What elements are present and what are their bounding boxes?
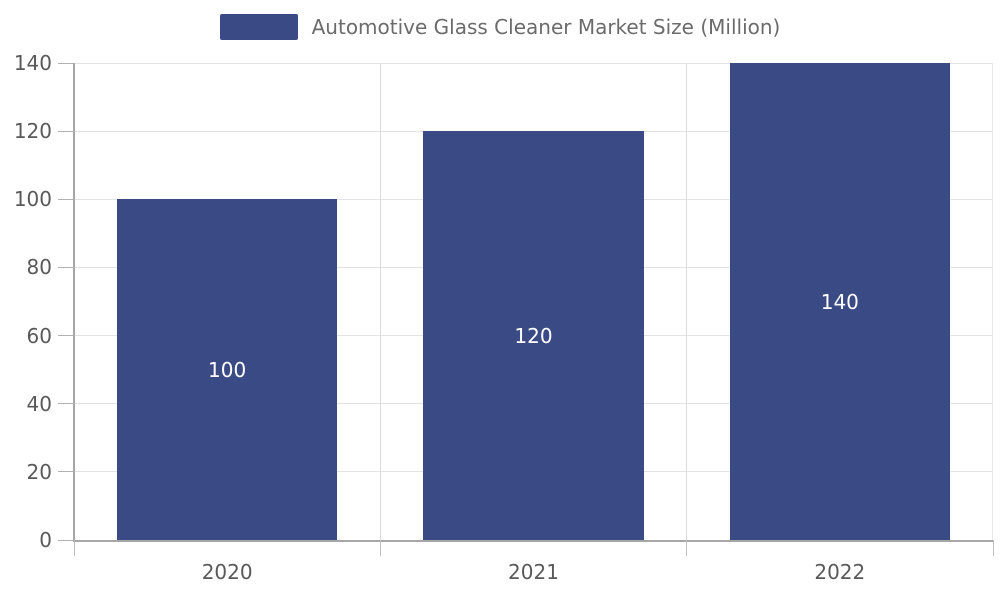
y-tick-label: 140	[13, 51, 52, 75]
y-tick-mark	[58, 471, 74, 473]
bar-2021: 120	[423, 131, 644, 540]
y-tick-mark	[58, 539, 74, 541]
x-tick-mark	[379, 540, 381, 556]
y-tick-label: 60	[26, 323, 52, 348]
y-tick-mark	[58, 335, 74, 337]
y-tick-label: 20	[26, 459, 52, 484]
legend[interactable]: Automotive Glass Cleaner Market Size (Mi…	[0, 14, 1000, 40]
y-tick-mark	[58, 130, 74, 132]
y-tick-label: 120	[13, 119, 52, 144]
x-tick-mark	[73, 540, 75, 556]
y-tick-mark	[58, 198, 74, 200]
gridline-horizontal	[74, 62, 993, 64]
x-tick-mark	[686, 540, 688, 556]
legend-swatch[interactable]	[219, 14, 298, 40]
y-tick-mark	[58, 403, 74, 405]
bar-value-label: 120	[514, 323, 553, 348]
y-tick-label: 100	[13, 187, 52, 212]
y-axis-line	[73, 63, 75, 540]
x-axis-line	[73, 540, 993, 542]
gridline-vertical	[686, 63, 688, 540]
y-tick-label: 40	[26, 391, 52, 416]
gridline-vertical	[379, 63, 381, 540]
bar-value-label: 140	[820, 289, 859, 314]
plot-right-border	[992, 63, 993, 540]
x-tick-mark	[992, 540, 994, 556]
y-tick-mark	[58, 62, 74, 64]
legend-label[interactable]: Automotive Glass Cleaner Market Size (Mi…	[311, 15, 781, 39]
y-tick-label: 0	[39, 528, 52, 552]
y-tick-mark	[58, 266, 74, 268]
x-tick-label: 2022	[814, 560, 866, 584]
x-tick-label: 2020	[201, 560, 253, 584]
bar-value-label: 100	[208, 357, 247, 382]
bar-2020: 100	[116, 199, 338, 540]
y-tick-label: 80	[26, 255, 52, 280]
bar-2022: 140	[729, 63, 951, 540]
plot-area: 100 120 140 0 20 40 60 80 100 120 140 2020 2021 2022	[14, 51, 994, 584]
x-tick-label: 2021	[508, 560, 559, 584]
